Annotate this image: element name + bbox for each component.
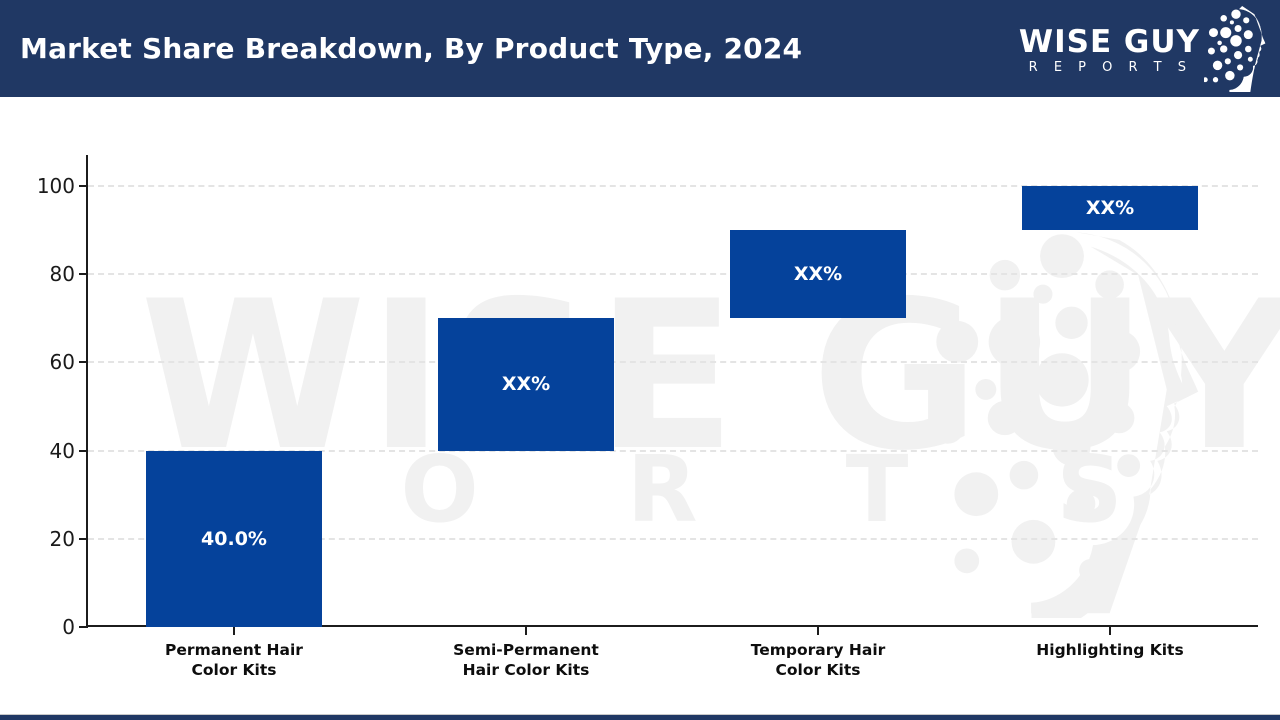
bar-value-label: XX% <box>501 373 551 396</box>
y-axis-tick <box>79 273 88 276</box>
bar <box>1022 186 1198 231</box>
y-axis-tick-label: 100 <box>36 174 75 198</box>
gridline <box>88 273 1258 276</box>
gridline <box>88 185 1258 187</box>
bar-value-label: XX% <box>793 263 843 286</box>
watermark-reports: P O R T S <box>185 436 1181 543</box>
gridline <box>88 537 1258 540</box>
category-label: Permanent Hair Color Kits <box>74 640 394 680</box>
y-axis-tick <box>79 185 88 187</box>
y-axis-tick <box>79 361 88 364</box>
bar-value-label: 40.0% <box>201 527 267 550</box>
category-label-line: Semi-Permanent <box>453 641 599 659</box>
category-label-line: Color Kits <box>191 661 277 679</box>
category-label: Semi-Permanent Hair Color Kits <box>366 640 686 680</box>
bar-value-label: XX% <box>1085 197 1135 220</box>
x-axis-tick <box>233 627 235 635</box>
y-axis-tick-label: 20 <box>49 526 75 551</box>
category-label-line: Highlighting Kits <box>1036 641 1184 659</box>
gridline <box>88 361 1258 364</box>
head-profile-logo-icon <box>1204 6 1266 92</box>
header-bar: Market Share Breakdown, By Product Type,… <box>0 0 1280 97</box>
gridline <box>88 449 1258 452</box>
y-axis-tick-label: 80 <box>49 262 75 287</box>
y-axis-tick <box>79 626 88 628</box>
bar <box>438 318 614 451</box>
x-axis-tick <box>525 627 527 635</box>
category-label-line: Hair Color Kits <box>462 661 590 679</box>
category-label: Temporary Hair Color Kits <box>658 640 978 680</box>
page-title: Market Share Breakdown, By Product Type,… <box>20 32 803 65</box>
bar <box>146 450 322 627</box>
y-axis-tick <box>79 537 88 540</box>
bar <box>730 230 906 319</box>
logo-wordmark: WISE GUY <box>1018 24 1200 60</box>
brand-logo: WISE GUY R E P O R T S <box>1018 0 1270 97</box>
category-label-line: Temporary Hair <box>750 641 886 659</box>
x-axis-line <box>86 625 1258 627</box>
category-label-line: Color Kits <box>775 661 861 679</box>
category-label: Highlighting Kits <box>950 640 1270 660</box>
footer-bar <box>0 714 1280 720</box>
x-axis-tick <box>817 627 819 635</box>
logo-reports-label: R E P O R T S <box>1028 60 1192 75</box>
y-axis-tick-label: 0 <box>62 615 75 639</box>
y-axis-tick-label: 60 <box>49 350 75 375</box>
x-axis-tick <box>1109 627 1111 635</box>
y-axis-tick-label: 40 <box>49 438 75 463</box>
watermark-head-profile-icon <box>931 232 1199 618</box>
y-axis-tick <box>79 449 88 452</box>
y-axis-line <box>86 155 88 627</box>
category-label-line: Permanent Hair <box>165 641 303 659</box>
